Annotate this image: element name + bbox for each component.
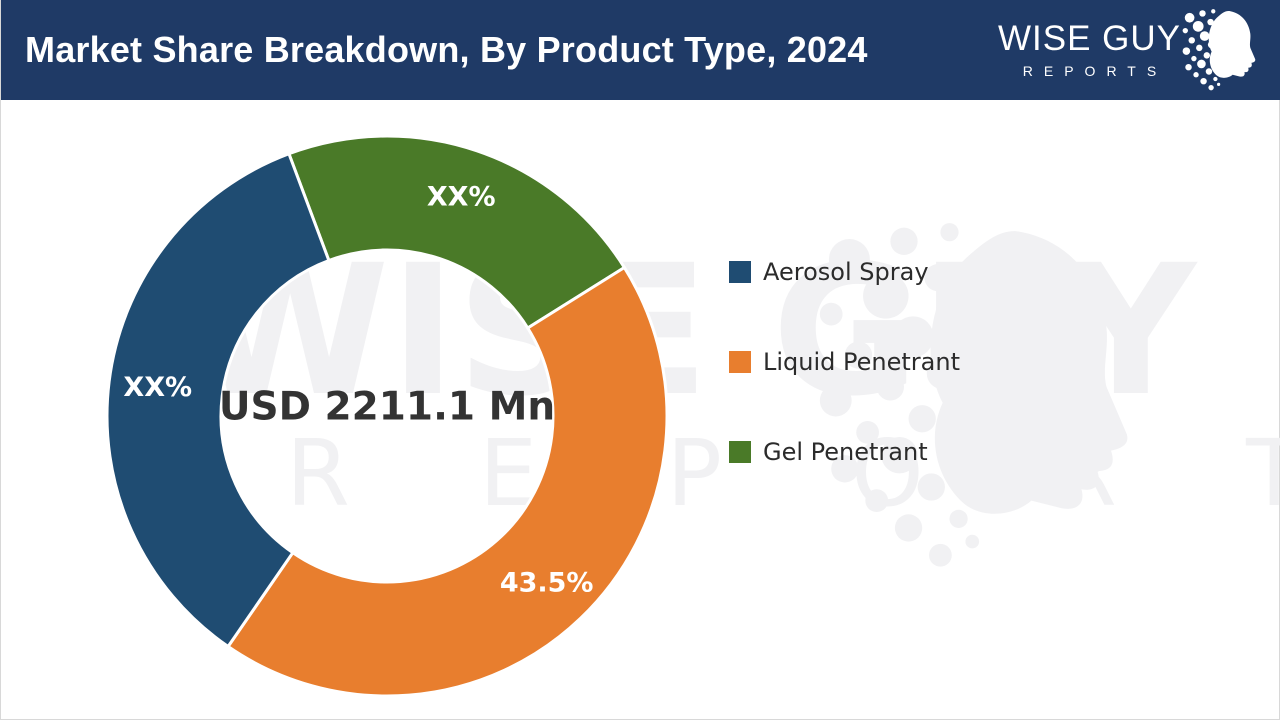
legend-item-liquid-penetrant: Liquid Penetrant: [729, 348, 960, 376]
legend-swatch-liquid-penetrant: [729, 351, 751, 373]
legend-swatch-gel-penetrant: [729, 441, 751, 463]
legend-item-aerosol-spray: Aerosol Spray: [729, 258, 960, 286]
legend-item-gel-penetrant: Gel Penetrant: [729, 438, 960, 466]
slice-percent-label: XX%: [427, 182, 496, 213]
logo-tagline: REPORTS: [1022, 62, 1168, 79]
logo-head-icon: [1182, 9, 1256, 91]
wise-guy-logo: WISE GUY REPORTS: [998, 4, 1267, 96]
header-bar: Market Share Breakdown, By Product Type,…: [1, 0, 1280, 100]
slice-percent-label: 43.5%: [500, 567, 594, 598]
donut-slice-gel-penetrant: [287, 134, 626, 330]
legend-label-aerosol-spray: Aerosol Spray: [763, 258, 929, 286]
chart-legend: Aerosol Spray Liquid Penetrant Gel Penet…: [729, 258, 960, 466]
legend-swatch-aerosol-spray: [729, 261, 751, 283]
donut-chart: XX% 43.5% XX%: [105, 134, 669, 698]
legend-label-gel-penetrant: Gel Penetrant: [763, 438, 928, 466]
donut-center-value: USD 2211.1 Mn: [218, 384, 556, 430]
logo-name: WISE GUY: [997, 19, 1181, 59]
page-title: Market Share Breakdown, By Product Type,…: [25, 29, 868, 70]
legend-label-liquid-penetrant: Liquid Penetrant: [763, 348, 960, 376]
slice-percent-label: XX%: [123, 372, 192, 403]
donut-slice-liquid-penetrant: [226, 266, 669, 698]
donut-slice-aerosol-spray: [105, 152, 331, 649]
